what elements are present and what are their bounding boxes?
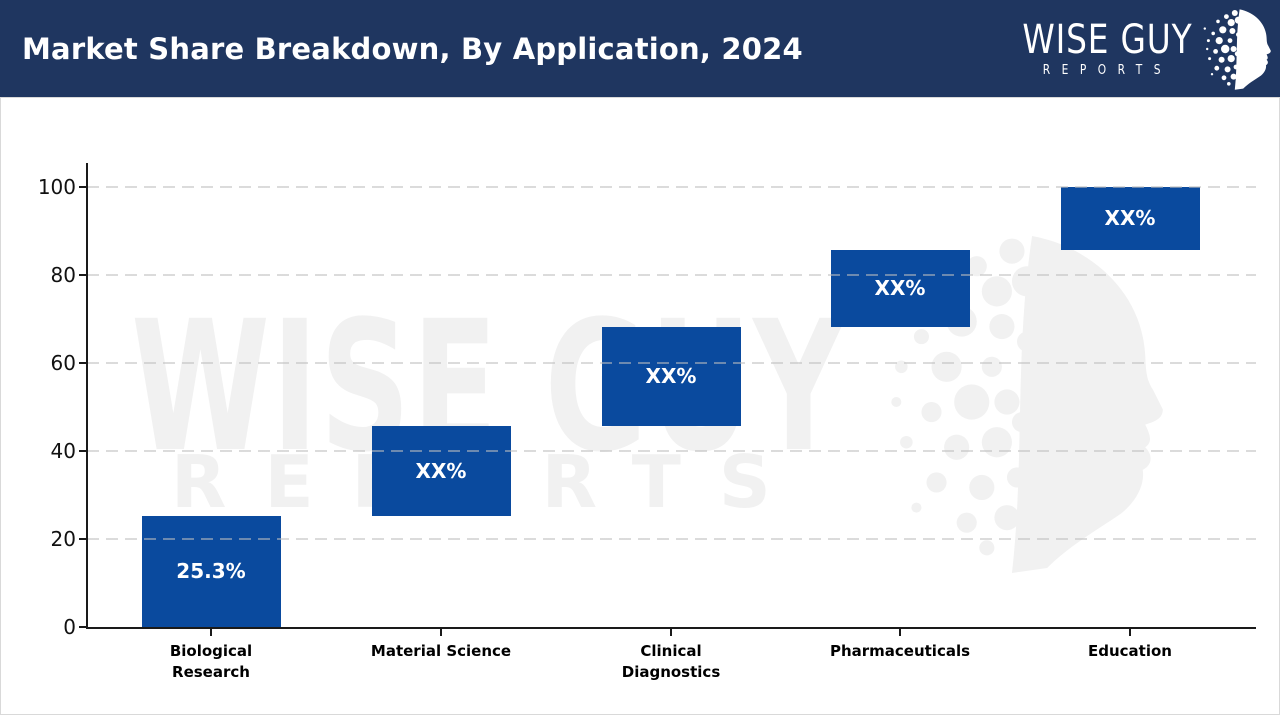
bar-segment (830, 249, 970, 327)
y-tick-label: 80 (50, 262, 76, 287)
x-category-label: Education (1088, 642, 1172, 660)
gridline (87, 449, 1256, 452)
page-title: Market Share Breakdown, By Application, … (22, 31, 803, 66)
y-tick (79, 626, 87, 628)
y-axis-line (86, 163, 88, 629)
y-tick (79, 185, 87, 188)
x-tick (1129, 629, 1131, 636)
gridline (87, 361, 1256, 364)
x-tick (440, 629, 442, 636)
y-tick (79, 273, 87, 276)
x-tick (670, 629, 672, 636)
x-category-label: Biological Research (169, 642, 253, 681)
y-tick (79, 361, 87, 364)
y-tick (79, 537, 87, 540)
bar-segment (371, 426, 511, 516)
bar-segment (601, 326, 741, 427)
x-category-label: Clinical Diagnostics (621, 642, 721, 681)
y-tick-label: 40 (50, 438, 76, 463)
bar-value-label: XX% (415, 458, 467, 483)
y-tick-label: 20 (50, 526, 76, 551)
bar-value-label: XX% (1104, 206, 1156, 231)
dotted-head-icon (1203, 9, 1271, 90)
bar-value-label: XX% (874, 276, 926, 301)
y-tick-label: 100 (37, 174, 76, 199)
header-bar: Market Share Breakdown, By Application, … (0, 0, 1280, 97)
y-tick-label: 60 (50, 350, 76, 375)
bar-value-label: XX% (645, 364, 697, 389)
y-tick-label: 0 (63, 615, 76, 639)
x-category-label: Pharmaceuticals (829, 642, 971, 660)
bar-value-label: 25.3% (176, 559, 246, 584)
x-axis-line (87, 627, 1256, 629)
x-tick (899, 629, 901, 636)
gridline (87, 185, 1256, 188)
logo-wordmark: WISE GUY (1021, 17, 1192, 63)
gridline (87, 273, 1256, 276)
y-tick (79, 449, 87, 452)
bar-segment (1060, 186, 1200, 250)
wise-guy-reports-logo: WISE GUY REPORTS (1022, 18, 1192, 78)
logo-subtitle: REPORTS (1042, 63, 1172, 78)
bar-segment (141, 515, 281, 627)
gridline (87, 537, 1256, 540)
x-category-label: Material Science (370, 642, 512, 660)
x-tick (210, 629, 212, 636)
